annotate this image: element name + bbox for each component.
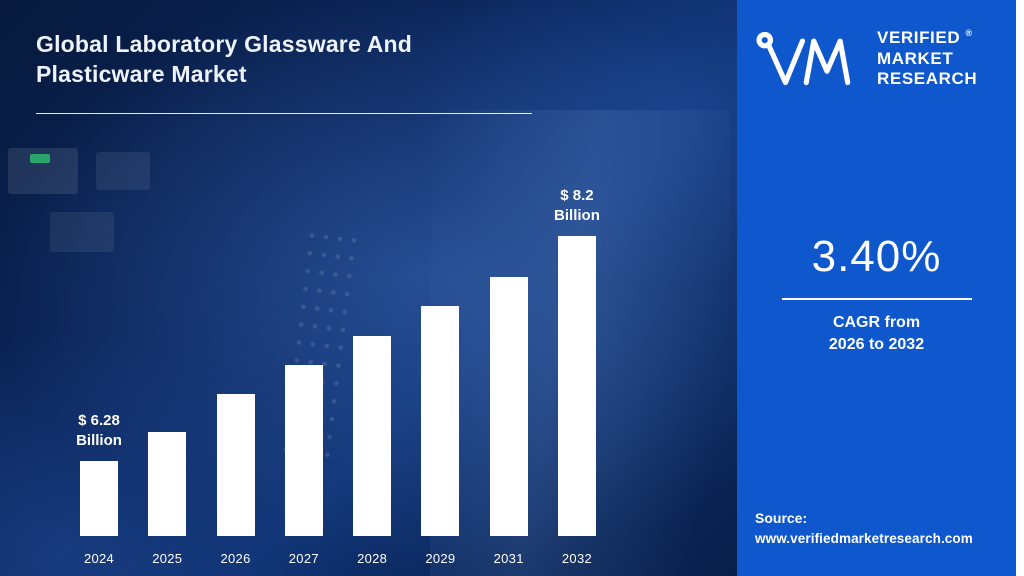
- source-url-link[interactable]: www.verifiedmarketresearch.com: [755, 531, 973, 546]
- bar: [80, 461, 118, 536]
- bar: [353, 335, 392, 536]
- vmr-logo: [756, 31, 851, 86]
- x-axis-label: 2024: [83, 550, 115, 566]
- background-decor: [96, 152, 150, 190]
- bar-column: 2026: [207, 205, 265, 568]
- brand-line1: VERIFIED ®: [877, 27, 973, 47]
- registered-mark: ®: [965, 27, 973, 38]
- bar-column: 2029: [411, 205, 469, 568]
- brand-block: VERIFIED ® MARKET RESEARCH: [751, 26, 1007, 92]
- chart-section: Global Laboratory Glassware And Plasticw…: [0, 0, 737, 576]
- x-axis-label: 2025: [152, 550, 183, 566]
- cagr-caption-line1: CAGR from: [832, 314, 921, 331]
- cagr-caption: CAGR from 2026 to 2032: [737, 312, 1016, 355]
- bar-column: $ 6.28 Billion 2024: [70, 205, 128, 568]
- bar: [489, 277, 528, 536]
- title-underline: [36, 113, 532, 114]
- bar-column: $ 8.2 Billion 2032: [548, 187, 606, 568]
- cagr-divider: [781, 298, 972, 300]
- x-axis-label: 2026: [220, 550, 251, 566]
- source-label: Source:: [755, 510, 808, 526]
- bar: [557, 236, 596, 536]
- bar-value-label: $ 8.2 Billion: [554, 186, 600, 224]
- background-decor: [8, 148, 78, 194]
- x-axis-label: 2027: [288, 550, 319, 566]
- bar-value-label: $ 6.28 Billion: [76, 411, 122, 449]
- x-axis-label: 2028: [357, 550, 388, 566]
- brand-line2: MARKET: [877, 48, 954, 68]
- x-axis-label: 2031: [493, 550, 524, 566]
- source-block: Source: www.verifiedmarketresearch.com: [755, 510, 973, 548]
- bar-column: 2028: [343, 205, 401, 568]
- bar: [216, 394, 255, 536]
- bar-column: 2027: [275, 205, 333, 568]
- brand-panel: VERIFIED ® MARKET RESEARCH 3.40% CAGR fr…: [737, 0, 1016, 576]
- bar: [421, 306, 460, 536]
- bar: [148, 431, 187, 536]
- bar-column: 2025: [138, 205, 196, 568]
- x-axis-label: 2029: [425, 550, 456, 566]
- cagr-value: 3.40%: [811, 232, 942, 281]
- bar: [284, 364, 323, 536]
- cagr-block: 3.40% CAGR from 2026 to 2032: [737, 232, 1016, 355]
- bar-column: 2031: [480, 205, 538, 568]
- page-title: Global Laboratory Glassware And Plasticw…: [36, 31, 412, 87]
- x-axis-label: 2032: [561, 550, 593, 566]
- bar-chart: $ 6.28 Billion 2024 2025 2026 2027 2028 2029 203…: [70, 187, 606, 568]
- brand-line3: RESEARCH: [877, 69, 978, 89]
- brand-text: VERIFIED ® MARKET RESEARCH: [877, 28, 977, 90]
- background-decor: [30, 154, 50, 163]
- cagr-caption-line2: 2026 to 2032: [828, 335, 925, 353]
